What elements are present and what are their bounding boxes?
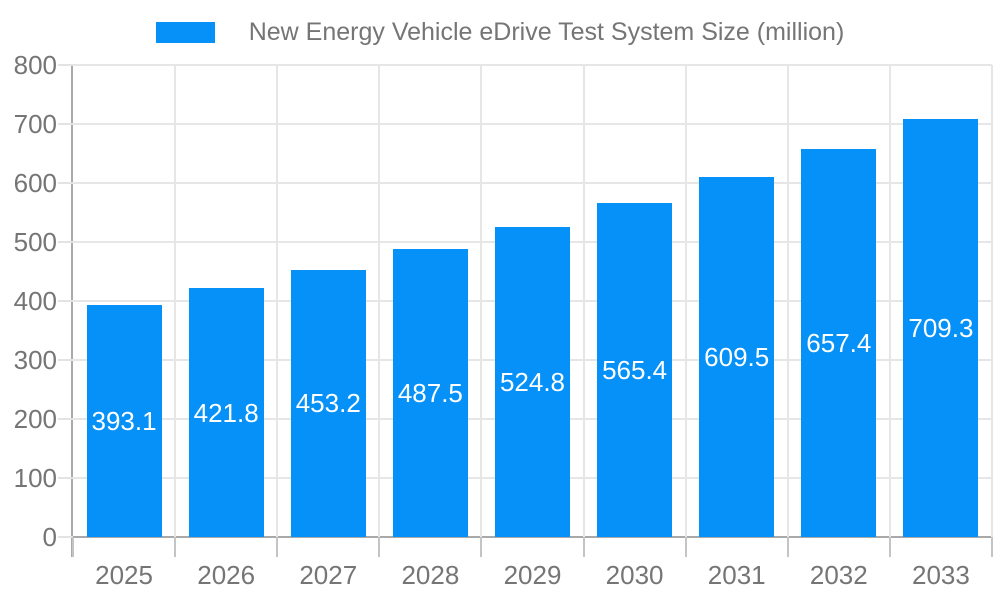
y-tick-label: 700 [13, 109, 57, 139]
y-tick-label: 800 [13, 50, 57, 80]
x-gridline [991, 65, 993, 537]
bar[interactable] [495, 227, 570, 537]
legend-swatch-icon [155, 21, 215, 43]
bar[interactable] [86, 305, 162, 537]
y-tick [58, 241, 73, 243]
bar[interactable] [188, 288, 264, 537]
x-tick [480, 537, 483, 557]
bar-value-label: 565.4 [602, 355, 668, 386]
x-tick [72, 537, 74, 557]
x-tick-label: 2033 [912, 560, 970, 590]
x-tick-label: 2030 [605, 560, 664, 590]
legend[interactable]: New Energy Vehicle eDrive Test System Si… [0, 14, 1000, 50]
bar[interactable] [699, 177, 775, 537]
x-gridline [174, 65, 177, 537]
x-tick [174, 537, 177, 557]
y-gridline [73, 123, 992, 125]
y-tick-label: 100 [13, 463, 57, 493]
x-gridline [480, 65, 483, 537]
y-tick [58, 123, 73, 125]
y-tick-label: 300 [13, 345, 57, 375]
x-tick-label: 2028 [401, 560, 460, 590]
y-tick [58, 536, 73, 538]
x-gridline [378, 65, 381, 537]
bar-value-label: 487.5 [397, 378, 463, 409]
x-gridline [276, 65, 279, 537]
x-tick-label: 2031 [707, 560, 766, 590]
y-axis-line [71, 65, 73, 557]
y-tick [58, 359, 73, 361]
x-tick-label: 2027 [299, 560, 358, 590]
x-tick-label: 2026 [197, 560, 256, 590]
bar[interactable] [290, 269, 366, 537]
x-tick [378, 537, 381, 557]
y-tick-label: 200 [13, 404, 57, 434]
bar-value-label: 657.4 [806, 328, 872, 359]
x-tick [888, 537, 891, 557]
y-tick-label: 400 [13, 286, 57, 316]
x-tick [582, 537, 585, 557]
bar[interactable] [597, 203, 673, 537]
x-gridline [786, 65, 789, 537]
y-gridline [73, 64, 992, 66]
bar[interactable] [903, 118, 979, 537]
bar[interactable] [801, 149, 877, 537]
y-tick [58, 64, 73, 66]
y-tick-label: 0 [42, 522, 57, 552]
y-tick [58, 477, 73, 479]
x-gridline [582, 65, 585, 537]
x-axis-line [71, 536, 992, 538]
legend-label: New Energy Vehicle eDrive Test System Si… [248, 17, 845, 46]
bar-value-label: 709.3 [908, 312, 974, 343]
plot-area: 393.1 421.8 453.2 487.5 524.8 565.4 609.5 657.4… [73, 64, 993, 537]
bar-value-label: 453.2 [295, 388, 361, 419]
x-tick-label: 2032 [809, 560, 868, 590]
x-tick [991, 537, 993, 557]
x-tick [684, 537, 687, 557]
y-tick-label: 600 [13, 168, 57, 198]
bar[interactable] [392, 249, 468, 537]
y-tick [58, 182, 73, 184]
y-tick-label: 500 [13, 227, 57, 257]
bar-value-label: 393.1 [91, 406, 157, 437]
bar-value-label: 609.5 [704, 342, 770, 373]
y-gridline [73, 182, 992, 184]
y-tick [58, 300, 73, 302]
x-tick-label: 2029 [503, 560, 562, 590]
x-tick-label: 2025 [95, 560, 153, 590]
y-tick [58, 418, 73, 420]
bar-value-label: 421.8 [193, 397, 259, 428]
x-tick [276, 537, 279, 557]
bar-value-label: 524.8 [499, 367, 566, 398]
x-gridline [888, 65, 891, 537]
x-gridline [684, 65, 687, 537]
x-tick [786, 537, 789, 557]
